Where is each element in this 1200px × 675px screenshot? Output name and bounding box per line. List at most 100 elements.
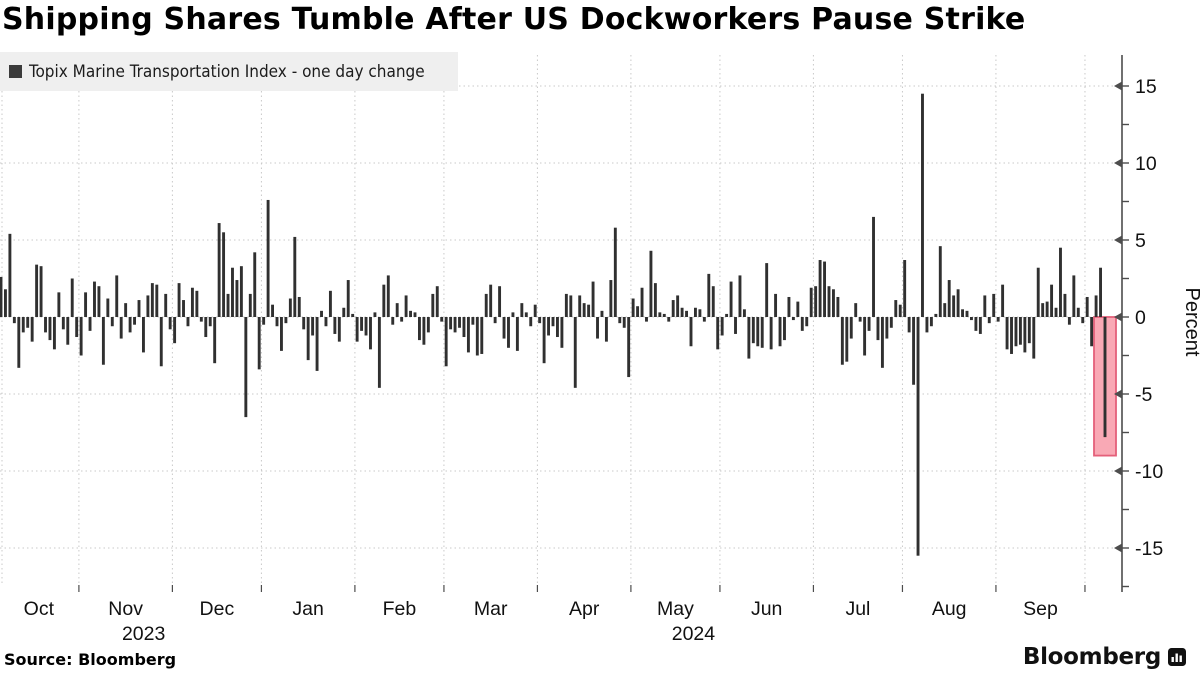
y-tick-label: 15 [1135, 76, 1157, 98]
legend-label: Topix Marine Transportation Index - one … [29, 61, 425, 82]
y-axis-title: Percent [1181, 288, 1200, 357]
month-label: Oct [24, 598, 55, 620]
bar [747, 317, 751, 359]
bar [996, 317, 1000, 322]
bar [751, 317, 755, 344]
y-tick-arrow [1114, 158, 1122, 168]
bar [364, 317, 368, 336]
bar [934, 313, 938, 317]
bar [992, 293, 996, 317]
bar [618, 317, 622, 324]
bar [734, 317, 737, 334]
bar [155, 284, 159, 317]
bar [636, 306, 640, 317]
bar [413, 312, 417, 317]
bar [271, 304, 274, 317]
bar [667, 317, 671, 322]
bar [0, 276, 3, 317]
bar [854, 303, 858, 317]
bar [1045, 301, 1049, 317]
bar [84, 292, 88, 317]
bar [814, 286, 818, 317]
bar [823, 261, 826, 317]
bar [689, 317, 693, 347]
bar [88, 317, 92, 331]
bar [480, 317, 484, 354]
bar [524, 312, 528, 317]
bar [970, 317, 973, 321]
bar [529, 317, 533, 327]
bar [1054, 307, 1058, 317]
bar [79, 317, 83, 356]
bar [921, 93, 924, 317]
bar [947, 280, 951, 317]
bar [938, 246, 942, 317]
bar [1076, 307, 1080, 317]
bar [889, 317, 893, 328]
bar [627, 317, 631, 378]
bar [355, 317, 359, 342]
legend-swatch-icon [9, 65, 22, 78]
y-tick-arrow [1114, 235, 1122, 245]
bar [885, 317, 889, 339]
bar [128, 317, 132, 333]
bar [168, 317, 172, 330]
bar [1090, 317, 1094, 347]
bar [569, 295, 573, 317]
bar [742, 309, 746, 317]
month-label: Nov [108, 598, 143, 620]
bar [1059, 247, 1062, 317]
bar [778, 317, 782, 347]
bar [493, 317, 497, 324]
bar [164, 293, 168, 317]
bar [106, 298, 110, 317]
bar [845, 317, 849, 362]
bar [876, 317, 880, 341]
bar [1050, 284, 1054, 317]
bar [965, 310, 969, 317]
bar [832, 289, 835, 317]
bar [987, 317, 991, 324]
bar [275, 317, 279, 327]
bar [658, 312, 662, 317]
bar [404, 295, 408, 317]
bar [4, 289, 7, 317]
bar [840, 317, 844, 365]
bar [943, 303, 947, 317]
bar [1041, 303, 1045, 317]
bar [756, 317, 760, 347]
bar [1085, 296, 1089, 317]
bar [21, 317, 25, 333]
bar [863, 317, 867, 356]
bar [1001, 284, 1005, 317]
bar [507, 317, 510, 348]
bar [426, 317, 430, 333]
bar [440, 317, 444, 322]
bar [101, 317, 105, 365]
bar [983, 295, 987, 317]
bar [190, 287, 194, 317]
bar [382, 284, 386, 317]
bar [199, 317, 203, 322]
bar [716, 317, 720, 350]
bar [769, 317, 773, 350]
bar [35, 264, 39, 317]
bar [346, 280, 350, 317]
bar [315, 317, 319, 371]
bar [916, 317, 920, 556]
bar [791, 317, 795, 321]
bar [320, 310, 323, 317]
y-tick-label: -5 [1135, 384, 1152, 406]
y-tick-label: 0 [1135, 307, 1146, 329]
y-tick-arrow [1114, 466, 1122, 476]
bar [226, 293, 230, 317]
bar [244, 317, 248, 418]
bar [462, 317, 466, 338]
bar [685, 310, 688, 317]
bar [631, 298, 635, 317]
bar [418, 317, 421, 341]
month-label: Apr [569, 598, 600, 620]
bloomberg-chart-icon [1168, 648, 1186, 666]
bar [622, 317, 626, 328]
bar [297, 296, 301, 317]
